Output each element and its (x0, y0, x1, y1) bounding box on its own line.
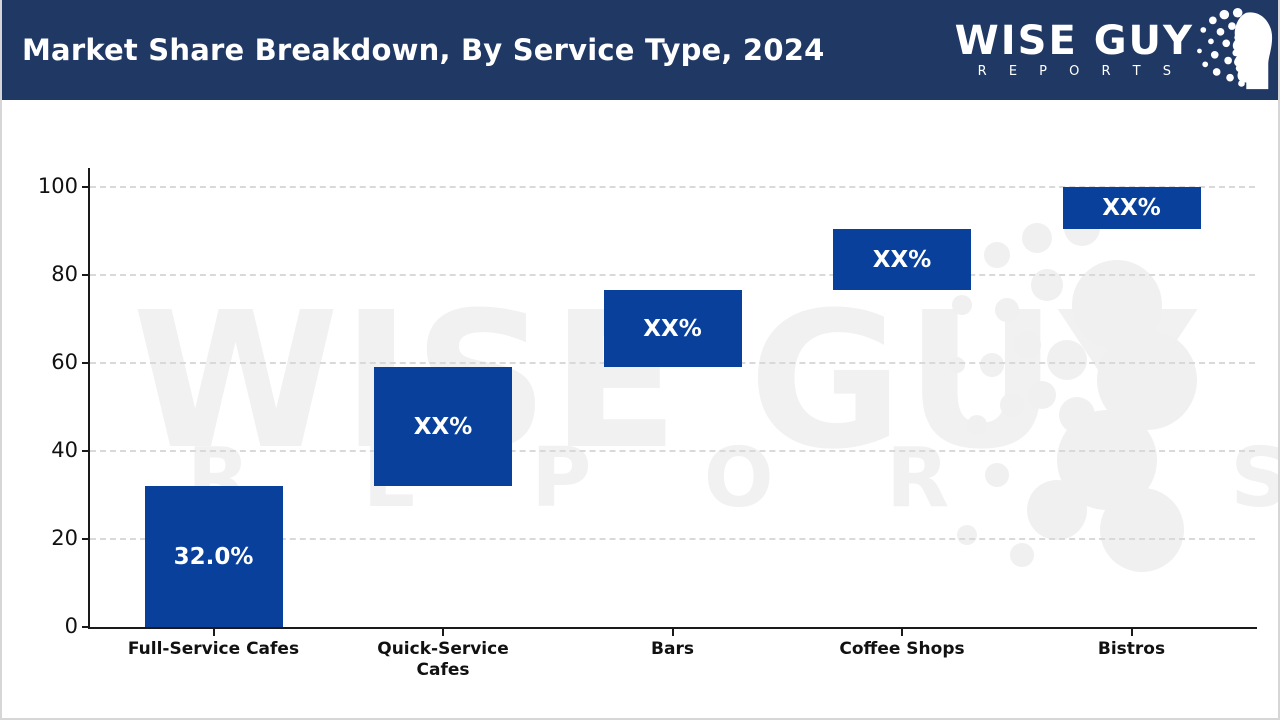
bar-segment: XX% (603, 290, 742, 368)
x-tick-label: Full-Service Cafes (127, 639, 300, 659)
x-tick-label: Bars (651, 639, 694, 659)
y-tick-mark (82, 450, 90, 452)
x-tick-mark (671, 629, 674, 636)
x-tick-mark (1130, 629, 1133, 636)
bar-value-label: XX% (643, 315, 702, 342)
y-tick-label: 40 (51, 438, 78, 462)
y-tick-label: 100 (37, 174, 78, 198)
gridline-100 (90, 186, 1255, 188)
y-tick-label: 60 (51, 350, 78, 374)
y-tick-label: 20 (51, 526, 78, 550)
brand-logo: WISE GUY R E P O R T S (955, 7, 1278, 93)
x-tick-label: Quick-Service Cafes (377, 639, 509, 681)
gridline-80 (90, 274, 1255, 276)
bar-segment: 32.0% (144, 486, 283, 627)
bar-value-label: XX% (1102, 194, 1161, 221)
x-tick-label: Coffee Shops (839, 639, 965, 659)
y-tick-mark (82, 362, 90, 364)
brand-subtitle: R E P O R T S (977, 64, 1180, 79)
x-axis-line (88, 627, 1257, 629)
x-tick-mark (212, 629, 215, 636)
face-profile-icon (1197, 7, 1273, 90)
y-tick-label: 0 (64, 614, 78, 638)
header-bar: Market Share Breakdown, By Service Type,… (2, 0, 1278, 100)
bar-value-label: XX% (872, 246, 932, 273)
y-tick-mark (82, 186, 90, 188)
gridline-20 (90, 538, 1255, 540)
y-tick-mark (82, 538, 90, 540)
x-tick-mark (442, 629, 444, 636)
bar-segment: XX% (1062, 187, 1201, 229)
y-tick-mark (82, 626, 90, 628)
y-tick-label: 80 (51, 262, 78, 286)
page-title: Market Share Breakdown, By Service Type,… (22, 33, 825, 67)
y-axis-line (88, 168, 90, 629)
x-tick-mark (901, 629, 903, 636)
brand-logo-text: WISE GUY R E P O R T S (955, 21, 1194, 79)
y-tick-mark (82, 274, 90, 276)
bar-value-label: XX% (413, 413, 473, 440)
bar-segment: XX% (833, 228, 971, 291)
x-tick-label: Bistros (1097, 639, 1166, 659)
bar-value-label: 32.0% (173, 543, 254, 570)
watermark-dotted-head (949, 210, 1197, 572)
gridline-40 (90, 450, 1255, 452)
bar-segment: XX% (374, 367, 512, 487)
brand-name: WISE GUY (954, 18, 1194, 64)
